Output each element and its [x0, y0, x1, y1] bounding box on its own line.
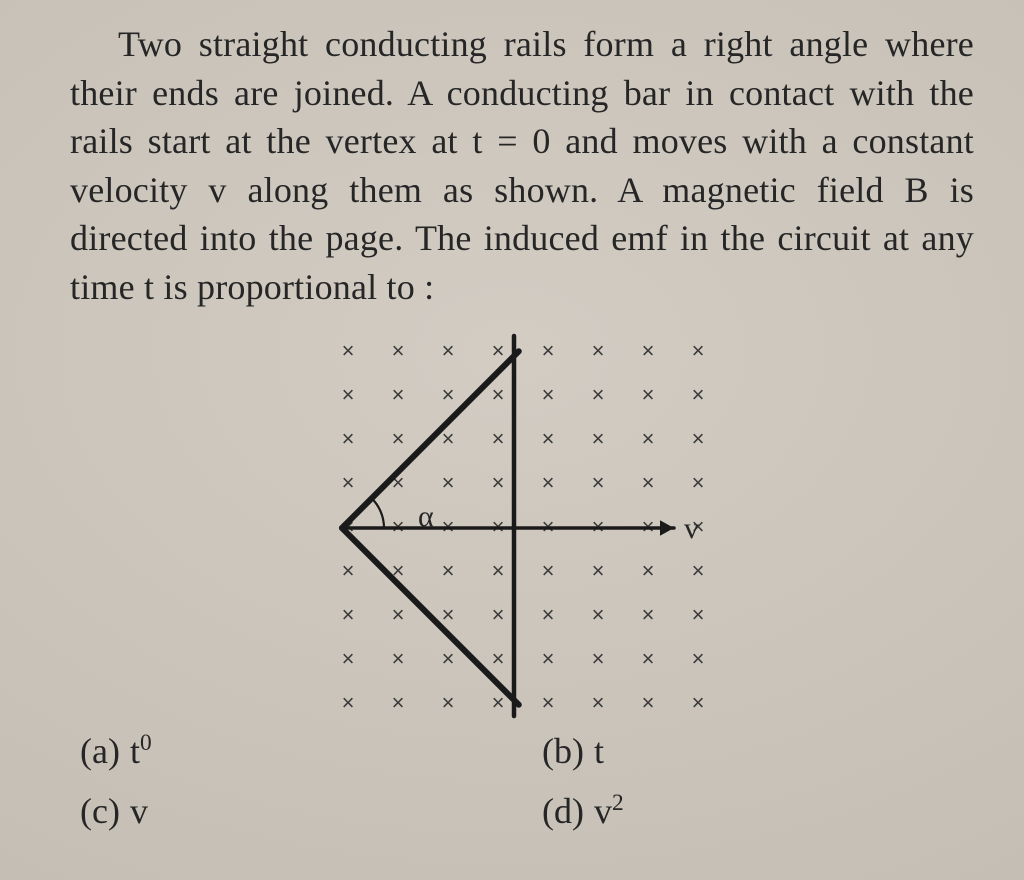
- option-d-sup: 2: [612, 790, 624, 816]
- svg-text:×: ×: [692, 601, 705, 626]
- svg-text:×: ×: [392, 645, 405, 670]
- svg-text:×: ×: [342, 381, 355, 406]
- option-b-letter: (b): [542, 730, 584, 772]
- svg-text:×: ×: [592, 645, 605, 670]
- svg-text:×: ×: [542, 337, 555, 362]
- problem-text: Two straight conducting rails form a rig…: [70, 20, 974, 312]
- svg-text:×: ×: [442, 337, 455, 362]
- svg-text:×: ×: [392, 425, 405, 450]
- svg-text:×: ×: [442, 601, 455, 626]
- svg-text:×: ×: [342, 469, 355, 494]
- option-a-base: t: [130, 731, 140, 771]
- option-b-content: t: [594, 730, 604, 772]
- svg-text:×: ×: [342, 601, 355, 626]
- svg-text:×: ×: [392, 601, 405, 626]
- svg-text:×: ×: [492, 425, 505, 450]
- svg-text:×: ×: [642, 425, 655, 450]
- svg-text:×: ×: [342, 425, 355, 450]
- svg-text:×: ×: [442, 689, 455, 714]
- svg-text:×: ×: [392, 689, 405, 714]
- problem-text-content: Two straight conducting rails form a rig…: [70, 24, 974, 307]
- svg-text:×: ×: [542, 601, 555, 626]
- option-d-content: v2: [594, 790, 624, 832]
- svg-text:×: ×: [642, 601, 655, 626]
- svg-text:×: ×: [442, 645, 455, 670]
- option-b-base: t: [594, 731, 604, 771]
- svg-text:×: ×: [592, 381, 605, 406]
- svg-text:×: ×: [342, 557, 355, 582]
- option-d: (d) v2: [542, 790, 964, 832]
- option-c-letter: (c): [80, 790, 120, 832]
- svg-text:×: ×: [342, 645, 355, 670]
- svg-text:×: ×: [642, 689, 655, 714]
- svg-text:×: ×: [692, 381, 705, 406]
- svg-text:×: ×: [642, 469, 655, 494]
- option-a: (a) t0: [80, 730, 502, 772]
- svg-text:×: ×: [642, 381, 655, 406]
- svg-text:×: ×: [492, 337, 505, 362]
- svg-text:×: ×: [542, 469, 555, 494]
- svg-text:×: ×: [692, 469, 705, 494]
- svg-text:×: ×: [492, 601, 505, 626]
- option-d-letter: (d): [542, 790, 584, 832]
- option-a-content: t0: [130, 730, 152, 772]
- svg-text:×: ×: [592, 557, 605, 582]
- option-c-base: v: [130, 791, 148, 831]
- svg-text:×: ×: [592, 689, 605, 714]
- svg-text:×: ×: [692, 689, 705, 714]
- svg-text:×: ×: [392, 381, 405, 406]
- svg-text:v: v: [684, 512, 699, 545]
- svg-text:×: ×: [442, 557, 455, 582]
- svg-text:×: ×: [542, 381, 555, 406]
- svg-text:×: ×: [592, 337, 605, 362]
- svg-text:×: ×: [592, 425, 605, 450]
- svg-text:×: ×: [492, 557, 505, 582]
- svg-text:×: ×: [492, 469, 505, 494]
- svg-text:×: ×: [342, 689, 355, 714]
- svg-text:×: ×: [442, 469, 455, 494]
- svg-text:×: ×: [542, 689, 555, 714]
- svg-text:×: ×: [392, 337, 405, 362]
- option-a-letter: (a): [80, 730, 120, 772]
- option-b: (b) t: [542, 730, 964, 772]
- svg-text:×: ×: [642, 557, 655, 582]
- svg-text:×: ×: [642, 337, 655, 362]
- diagram-container: × × × × × × × × × × × × × × × × × × × × × × × × × × × × × × × × × × × × × × × ×…: [70, 320, 974, 720]
- svg-text:×: ×: [692, 557, 705, 582]
- svg-text:×: ×: [692, 337, 705, 362]
- option-a-sup: 0: [140, 730, 152, 756]
- svg-text:×: ×: [342, 337, 355, 362]
- svg-text:×: ×: [492, 645, 505, 670]
- page: Two straight conducting rails form a rig…: [0, 0, 1024, 880]
- svg-text:×: ×: [642, 645, 655, 670]
- svg-text:×: ×: [542, 557, 555, 582]
- svg-text:×: ×: [542, 425, 555, 450]
- diagram-svg: × × × × × × × × × × × × × × × × × × × × × × × × × × × × × × × × × × × × × × × ×…: [302, 320, 742, 720]
- option-c-content: v: [130, 790, 148, 832]
- svg-text:×: ×: [492, 381, 505, 406]
- svg-text:×: ×: [492, 689, 505, 714]
- svg-text:×: ×: [442, 381, 455, 406]
- options-grid: (a) t0 (b) t (c) v (d) v2: [70, 730, 974, 832]
- svg-text:α: α: [418, 500, 434, 533]
- svg-text:×: ×: [692, 425, 705, 450]
- svg-text:×: ×: [592, 601, 605, 626]
- option-d-base: v: [594, 791, 612, 831]
- option-c: (c) v: [80, 790, 502, 832]
- svg-text:×: ×: [592, 469, 605, 494]
- svg-text:×: ×: [542, 645, 555, 670]
- svg-text:×: ×: [692, 645, 705, 670]
